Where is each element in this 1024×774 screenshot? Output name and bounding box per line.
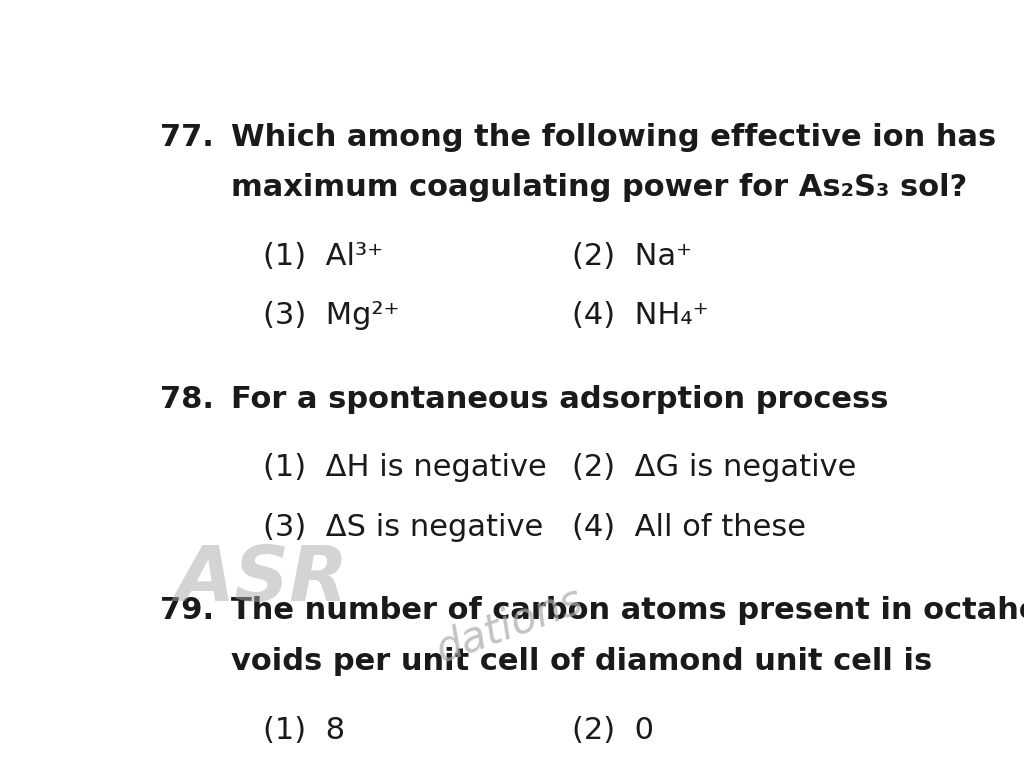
Text: maximum coagulating power for As₂S₃ sol?: maximum coagulating power for As₂S₃ sol?	[231, 173, 968, 202]
Text: 79.: 79.	[160, 597, 214, 625]
Text: 78.: 78.	[160, 385, 214, 414]
Text: (1)  8: (1) 8	[263, 716, 345, 745]
Text: Which among the following effective ion has: Which among the following effective ion …	[231, 122, 996, 152]
Text: dations: dations	[430, 579, 588, 671]
Text: (3)  ΔS is negative: (3) ΔS is negative	[263, 513, 543, 542]
Text: (2)  Na⁺: (2) Na⁺	[572, 241, 692, 271]
Text: 77.: 77.	[160, 122, 214, 152]
Text: (2)  ΔG is negative: (2) ΔG is negative	[572, 454, 857, 482]
Text: (4)  All of these: (4) All of these	[572, 513, 807, 542]
Text: (1)  ΔH is negative: (1) ΔH is negative	[263, 454, 547, 482]
Text: ASR: ASR	[176, 543, 348, 618]
Text: (4)  NH₄⁺: (4) NH₄⁺	[572, 301, 709, 330]
Text: voids per unit cell of diamond unit cell is: voids per unit cell of diamond unit cell…	[231, 647, 933, 676]
Text: (2)  0: (2) 0	[572, 716, 654, 745]
Text: For a spontaneous adsorption process: For a spontaneous adsorption process	[231, 385, 889, 414]
Text: (1)  Al³⁺: (1) Al³⁺	[263, 241, 383, 271]
Text: (3)  Mg²⁺: (3) Mg²⁺	[263, 301, 399, 330]
Text: The number of carbon atoms present in octahedral: The number of carbon atoms present in oc…	[231, 597, 1024, 625]
